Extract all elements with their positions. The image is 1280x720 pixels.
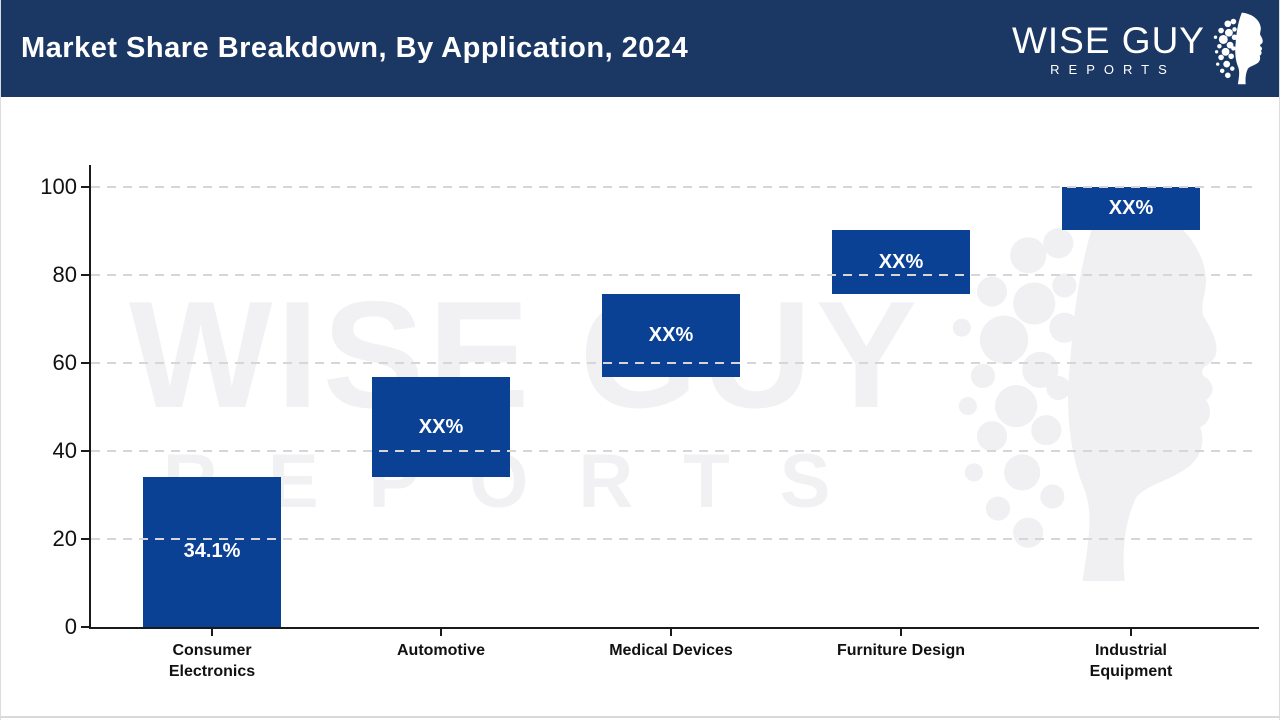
gridline (91, 538, 1259, 540)
x-tick-label: Industrial Equipment (1021, 640, 1241, 682)
bar-value-label: 34.1% (183, 540, 241, 563)
y-tick (81, 362, 89, 364)
x-tick (900, 629, 902, 636)
bar: 34.1% (143, 476, 281, 627)
x-tick-label: Furniture Design (791, 640, 1011, 661)
x-tick-label: Automotive (331, 640, 551, 661)
x-axis-line (89, 627, 1259, 629)
logo-wordmark-line1: WISE GUY (1011, 19, 1205, 61)
y-tick (81, 538, 89, 540)
y-tick-label: 20 (52, 526, 77, 551)
watermark-face (952, 195, 1217, 581)
watermark-wordmark: WISE GUY (129, 270, 922, 440)
bar-value-label: XX% (878, 250, 924, 273)
bar: XX% (1062, 187, 1200, 231)
x-tick-label: Medical Devices (561, 640, 781, 661)
bar: XX% (372, 377, 510, 477)
x-tick-label-line: Medical Devices (609, 642, 733, 659)
bar-value-label: XX% (418, 415, 464, 438)
brand-logo: WISE GUY REPORTS (1012, 11, 1267, 87)
x-tick (670, 629, 672, 636)
x-tick (211, 629, 213, 636)
page-title: Market Share Breakdown, By Application, … (21, 32, 689, 64)
x-tick (440, 629, 442, 636)
y-tick-label: 100 (40, 174, 77, 199)
y-axis-line (89, 165, 91, 629)
gridline (91, 450, 1259, 452)
y-tick-label: 0 (64, 614, 77, 639)
bottom-rule (1, 716, 1279, 718)
x-tick-label-line: Furniture Design (836, 642, 965, 659)
bar: XX% (602, 293, 740, 378)
gridline (91, 274, 1259, 276)
x-tick-label: Consumer Electronics (102, 640, 322, 682)
gridline (91, 186, 1259, 188)
x-tick-label-line: Industrial (1094, 642, 1167, 659)
y-tick (81, 450, 89, 452)
x-tick-label-line: Automotive (397, 642, 485, 659)
y-tick-label: 40 (52, 438, 77, 463)
bar: XX% (832, 230, 970, 294)
header-bar: Market Share Breakdown, By Application, … (1, 0, 1279, 97)
y-tick (81, 186, 89, 188)
bar-value-label: XX% (1108, 197, 1154, 220)
x-tick-label-line: Consumer (172, 642, 252, 659)
x-tick-label-line: Electronics (168, 663, 256, 680)
logo-wordmark: WISE GUY REPORTS (1012, 22, 1205, 76)
y-tick (81, 274, 89, 276)
y-tick (81, 626, 89, 628)
gridline (91, 362, 1259, 364)
x-tick-label-line: Equipment (1089, 663, 1173, 680)
logo-face-icon (1213, 12, 1263, 84)
logo-wordmark-line2: REPORTS (1050, 61, 1176, 77)
x-tick (1130, 629, 1132, 636)
bar-value-label: XX% (648, 323, 694, 346)
y-tick-label: 60 (52, 350, 77, 375)
y-tick-label: 80 (52, 262, 77, 287)
